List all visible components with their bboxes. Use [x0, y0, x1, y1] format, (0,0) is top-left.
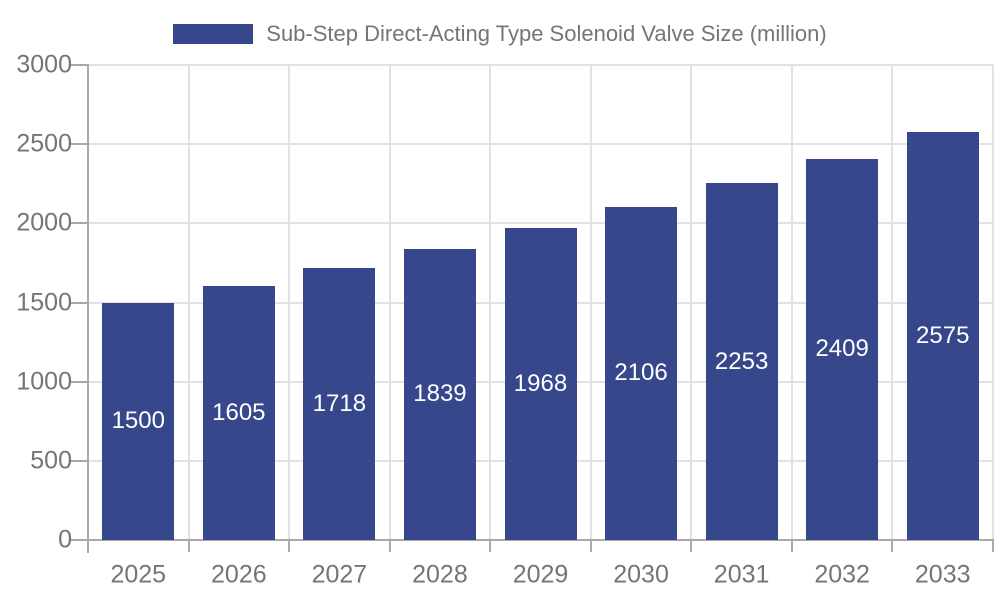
y-axis-tick — [70, 301, 88, 304]
x-axis-tick — [690, 540, 693, 552]
bar — [403, 248, 476, 540]
x-tick-label: 2032 — [814, 560, 870, 589]
x-tick-label: 2027 — [311, 560, 368, 589]
bar — [705, 183, 778, 540]
bar-value-label: 1500 — [111, 407, 165, 435]
x-axis-tick — [589, 540, 592, 552]
bar — [202, 285, 275, 540]
x-axis-tick — [288, 540, 291, 552]
y-axis-tick — [70, 539, 88, 541]
bar-value-label: 1718 — [312, 389, 367, 417]
bar-value-label: 2575 — [916, 322, 970, 350]
x-tick-label: 2025 — [110, 560, 167, 589]
x-axis-tick — [790, 540, 793, 552]
grid-line-horizontal — [88, 222, 993, 225]
bar-value-label: 2409 — [815, 335, 869, 363]
bar-value-label: 2253 — [714, 347, 769, 375]
bar-value-label: 1839 — [413, 380, 467, 408]
grid-line-vertical — [187, 65, 190, 540]
y-tick-label: 2500 — [16, 129, 72, 158]
bar — [806, 158, 879, 540]
x-axis-line — [87, 539, 994, 541]
x-tick-label: 2029 — [512, 560, 569, 589]
bar-value-label: 1968 — [513, 370, 568, 398]
y-tick-label: 2000 — [16, 208, 72, 237]
y-axis-tick — [70, 459, 88, 462]
grid-line-vertical — [288, 65, 291, 540]
y-tick-label: 1000 — [16, 367, 72, 396]
legend-label: Sub-Step Direct-Acting Type Solenoid Val… — [266, 21, 827, 46]
y-axis-tick — [70, 64, 88, 66]
bar — [102, 302, 175, 540]
y-tick-label: 500 — [30, 446, 72, 475]
grid-line-horizontal — [88, 64, 993, 66]
x-axis-tick — [489, 540, 492, 552]
grid-line-vertical — [992, 65, 994, 540]
grid-line-vertical — [790, 65, 793, 540]
x-tick-label: 2026 — [211, 560, 267, 589]
grid-line-horizontal — [88, 143, 993, 146]
y-axis-tick — [70, 143, 88, 146]
bar — [303, 267, 376, 540]
x-axis-tick — [891, 540, 894, 552]
bar-value-label: 1605 — [212, 398, 266, 426]
bar — [906, 132, 979, 540]
y-tick-label: 0 — [58, 525, 72, 554]
x-tick-label: 2030 — [613, 560, 669, 589]
legend-item[interactable]: Sub-Step Direct-Acting Type Solenoid Val… — [0, 23, 1000, 45]
y-axis-tick — [70, 380, 88, 383]
bar — [504, 228, 577, 540]
grid-line-vertical — [589, 65, 592, 540]
x-tick-label: 2031 — [713, 560, 770, 589]
y-tick-label: 3000 — [16, 50, 72, 79]
y-axis-line — [87, 64, 89, 553]
x-tick-label: 2033 — [914, 560, 971, 589]
x-axis-tick — [187, 540, 190, 552]
grid-line-vertical — [388, 65, 391, 540]
grid-line-vertical — [489, 65, 492, 540]
y-axis-tick — [70, 222, 88, 225]
x-tick-label: 2028 — [412, 560, 468, 589]
legend-swatch — [173, 24, 254, 44]
grid-line-vertical — [690, 65, 693, 540]
grid-line-vertical — [891, 65, 894, 540]
x-axis-tick — [992, 540, 994, 552]
bar — [605, 206, 678, 540]
x-axis-tick — [388, 540, 391, 552]
y-tick-label: 1500 — [16, 288, 72, 316]
bar-value-label: 2106 — [614, 359, 668, 387]
